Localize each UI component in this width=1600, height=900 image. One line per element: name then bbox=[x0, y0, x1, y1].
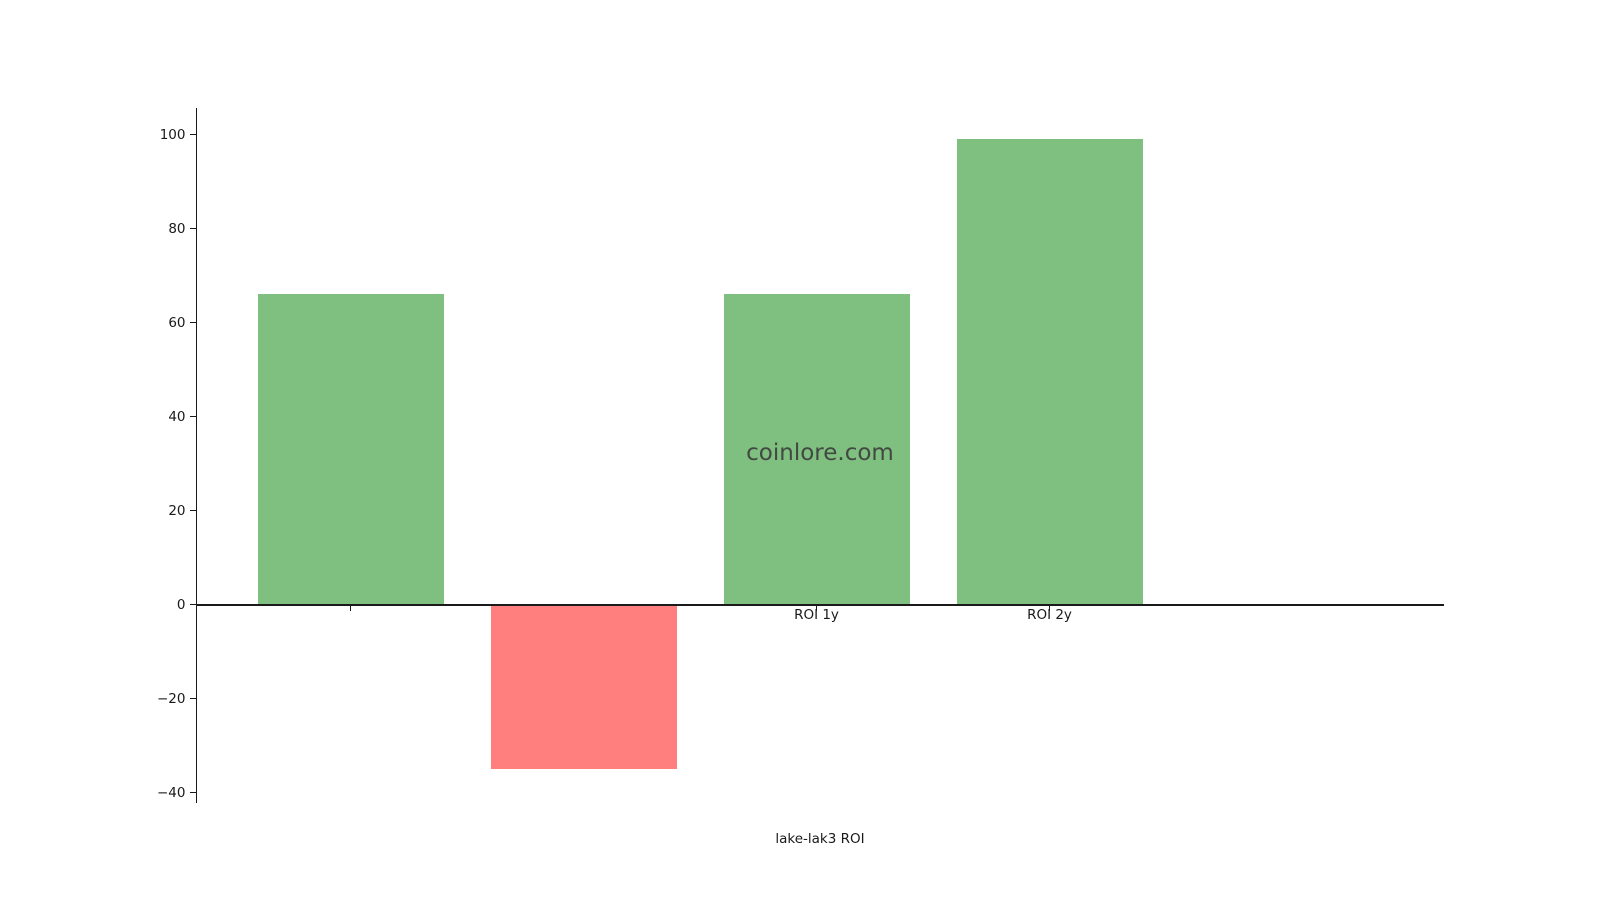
x-axis-line bbox=[195, 604, 1444, 606]
y-tick-label: 40 bbox=[168, 408, 186, 425]
y-tick-mark bbox=[189, 133, 196, 136]
y-tick-label: 80 bbox=[168, 220, 186, 237]
x-tick-label: ROI 2y bbox=[1027, 607, 1072, 623]
x-tick-mark bbox=[815, 605, 818, 612]
bar-negative bbox=[490, 604, 677, 769]
y-tick-mark bbox=[189, 227, 196, 230]
y-axis-line bbox=[195, 108, 197, 803]
x-tick-label: ROI 1y bbox=[794, 607, 839, 623]
y-tick-label: 20 bbox=[168, 502, 186, 519]
y-tick-mark bbox=[189, 791, 196, 794]
y-tick-label: −40 bbox=[157, 784, 186, 801]
y-tick-mark bbox=[189, 415, 196, 418]
y-tick-label: −20 bbox=[157, 690, 186, 707]
y-tick-label: 60 bbox=[168, 314, 186, 331]
bar-positive bbox=[257, 294, 444, 605]
y-tick-mark bbox=[189, 509, 196, 512]
y-tick-mark bbox=[189, 321, 196, 324]
x-tick-mark bbox=[349, 605, 352, 612]
y-tick-label: 0 bbox=[176, 596, 186, 613]
watermark: coinlore.com bbox=[746, 440, 894, 466]
chart-title: lake-lak3 ROI bbox=[775, 831, 865, 847]
y-tick-mark bbox=[189, 697, 196, 700]
bar-positive bbox=[956, 139, 1143, 605]
bar-positive bbox=[723, 294, 910, 605]
x-tick-mark bbox=[1048, 605, 1051, 612]
y-tick-mark bbox=[189, 603, 196, 606]
y-tick-label: 100 bbox=[159, 126, 186, 143]
